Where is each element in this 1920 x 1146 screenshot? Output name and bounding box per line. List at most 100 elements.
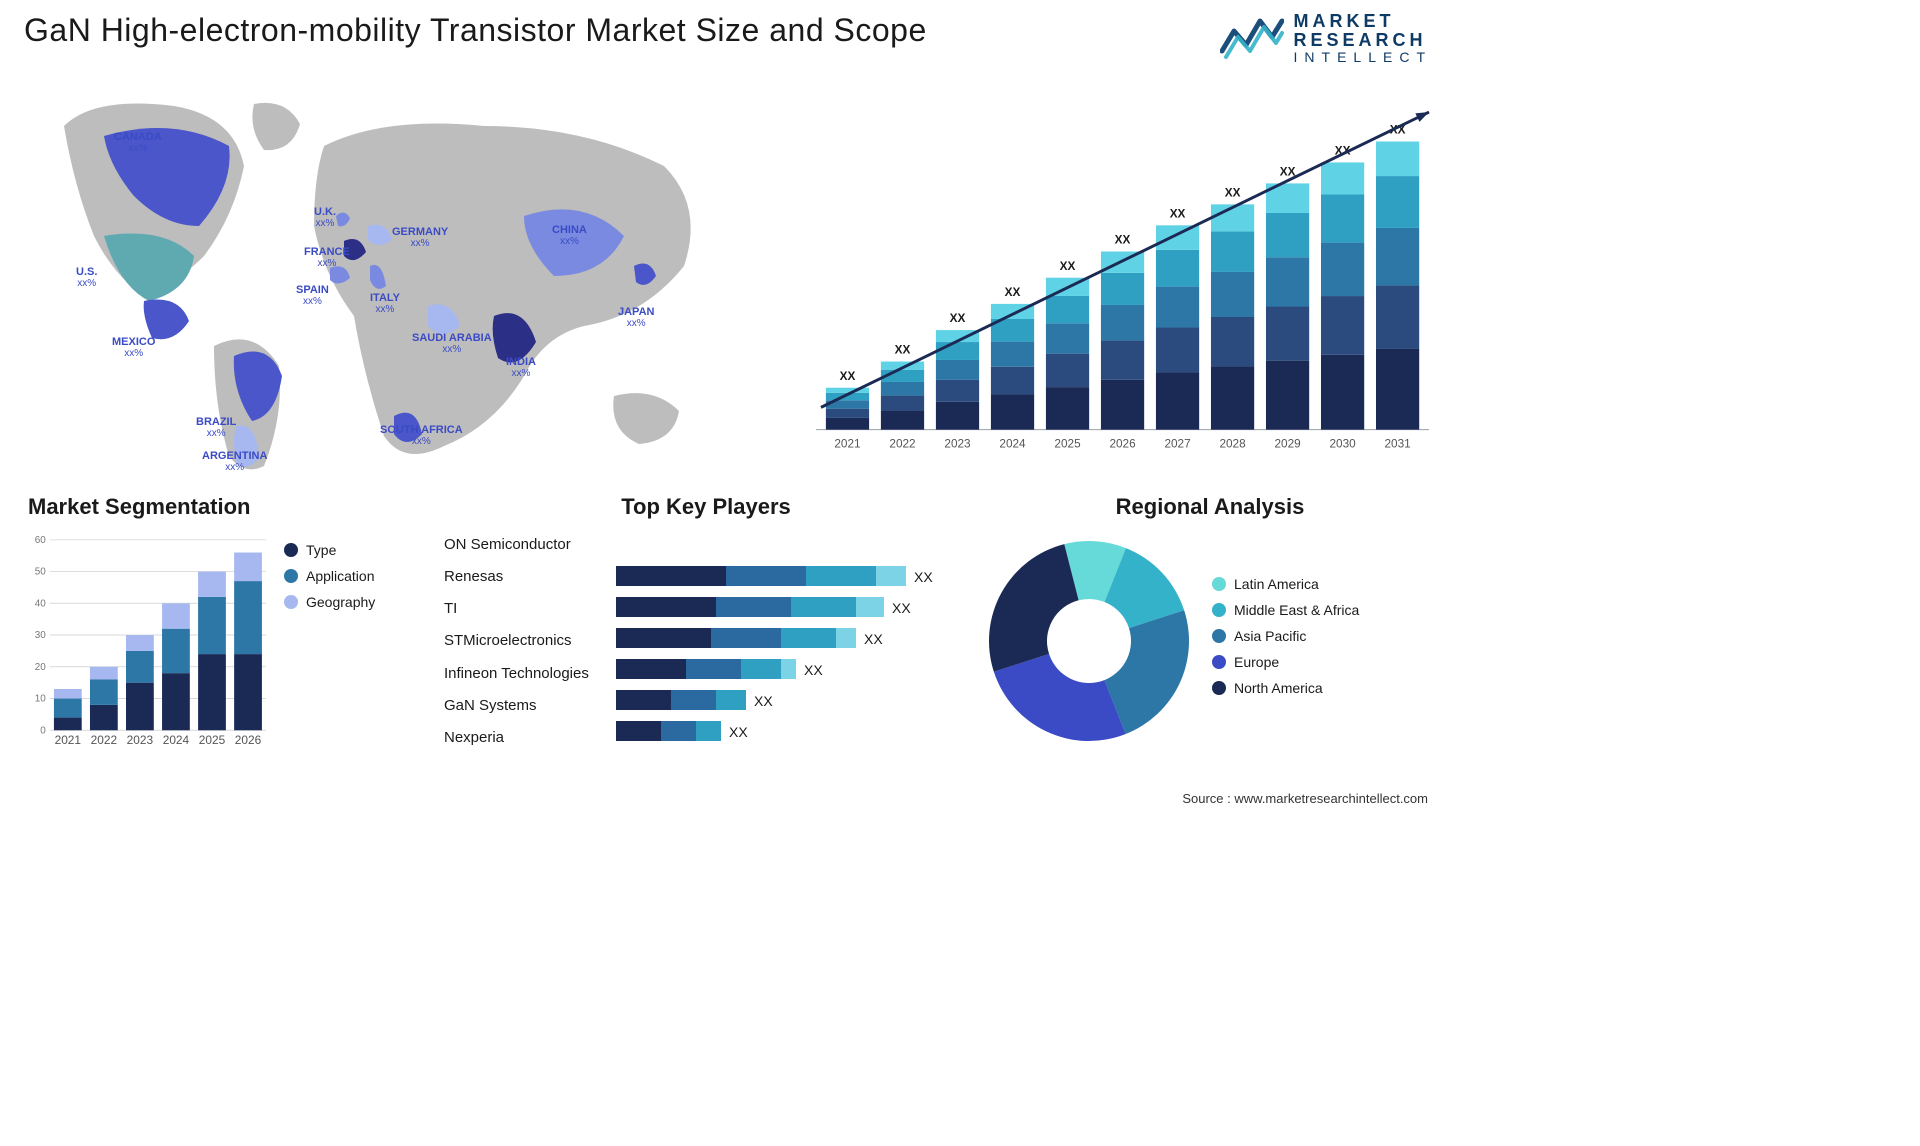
map-label-india: INDIAxx% [506, 356, 536, 379]
svg-text:XX: XX [729, 724, 748, 740]
svg-text:2021: 2021 [834, 437, 860, 450]
segmentation-body: 0 10 20 30 40 50 60 2021 2022 2023 2024 2025 2026 Ty… [24, 528, 424, 754]
regional-legend: Latin America Middle East & Africa Asia Pa… [1212, 576, 1432, 706]
segmentation-legend: Type Application Geography [284, 528, 424, 754]
key-players-bar-chart: XXXXXXXXXXXX [614, 528, 964, 754]
svg-text:XX: XX [950, 312, 966, 325]
svg-text:2030: 2030 [1329, 437, 1356, 450]
segmentation-title: Market Segmentation [28, 494, 424, 520]
svg-text:2023: 2023 [944, 437, 971, 450]
logo-mark-icon [1220, 13, 1284, 63]
svg-text:60: 60 [35, 535, 47, 546]
player-label: STMicroelectronics [444, 632, 614, 649]
key-players-chart: XXXXXXXXXXXX [614, 528, 964, 754]
svg-text:2026: 2026 [235, 733, 262, 747]
regional-body: Latin America Middle East & Africa Asia Pa… [984, 528, 1432, 754]
svg-text:XX: XX [864, 631, 883, 647]
regional-donut-chart [984, 536, 1194, 746]
legend-item: Application [284, 568, 424, 584]
map-label-japan: JAPANxx% [618, 306, 654, 329]
svg-text:2031: 2031 [1385, 437, 1411, 450]
legend-item: Asia Pacific [1212, 628, 1432, 644]
player-label: GaN Systems [444, 697, 614, 714]
svg-text:XX: XX [895, 344, 911, 357]
map-label-south-africa: SOUTH AFRICAxx% [380, 424, 463, 447]
map-label-france: FRANCExx% [304, 246, 350, 269]
svg-text:10: 10 [35, 694, 47, 705]
svg-text:XX: XX [804, 662, 823, 678]
logo-text: MARKET RESEARCH INTELLECT [1294, 12, 1432, 64]
svg-text:2029: 2029 [1274, 437, 1300, 450]
map-label-argentina: ARGENTINAxx% [202, 450, 267, 473]
growth-bar-chart: XX 2021 XX 2022 XX 2023 XX 2024 XX 2025 XX 2026 XX 20… [764, 76, 1432, 469]
header: GaN High-electron-mobility Transistor Ma… [24, 12, 1432, 68]
legend-item: Latin America [1212, 576, 1432, 592]
logo-line-3: INTELLECT [1294, 50, 1432, 65]
key-players-labels: ON Semiconductor Renesas TI STMicroelectron… [444, 528, 614, 754]
regional-donut-wrap [984, 536, 1194, 746]
regional-title: Regional Analysis [988, 494, 1432, 520]
key-players-body: ON Semiconductor Renesas TI STMicroelectron… [444, 528, 964, 754]
svg-text:30: 30 [35, 630, 47, 641]
logo-line-1: MARKET [1294, 12, 1432, 31]
bottom-row: Market Segmentation 0 10 20 30 40 50 60 2021 202… [24, 494, 1432, 754]
svg-text:2025: 2025 [199, 733, 226, 747]
logo: MARKET RESEARCH INTELLECT [1220, 12, 1432, 64]
source-text: Source : www.marketresearchintellect.com [1182, 791, 1428, 806]
svg-text:2027: 2027 [1164, 437, 1190, 450]
legend-item: Type [284, 542, 424, 558]
svg-text:2023: 2023 [127, 733, 154, 747]
svg-text:50: 50 [35, 567, 47, 578]
player-label: Infineon Technologies [444, 665, 614, 682]
svg-text:2028: 2028 [1219, 437, 1246, 450]
map-label-italy: ITALYxx% [370, 292, 400, 315]
svg-text:0: 0 [40, 725, 46, 736]
svg-text:40: 40 [35, 598, 47, 609]
svg-text:2025: 2025 [1054, 437, 1081, 450]
svg-text:20: 20 [35, 662, 47, 673]
legend-item: Europe [1212, 654, 1432, 670]
svg-text:XX: XX [754, 693, 773, 709]
player-label: Renesas [444, 568, 614, 585]
map-label-canada: CANADAxx% [114, 131, 162, 154]
svg-text:XX: XX [1060, 260, 1076, 273]
map-label-brazil: BRAZILxx% [196, 416, 236, 439]
logo-line-2: RESEARCH [1294, 31, 1432, 50]
svg-text:2024: 2024 [999, 437, 1026, 450]
player-label: Nexperia [444, 729, 614, 746]
top-row: CANADAxx% U.S.xx% MEXICOxx% BRAZILxx% ARGENT… [24, 76, 1432, 476]
map-label-spain: SPAINxx% [296, 284, 329, 307]
segmentation-bar-chart: 0 10 20 30 40 50 60 2021 2022 2023 2024 2025 2026 [24, 528, 272, 754]
svg-text:XX: XX [1005, 286, 1021, 299]
world-map-panel: CANADAxx% U.S.xx% MEXICOxx% BRAZILxx% ARGENT… [24, 76, 744, 476]
player-label: ON Semiconductor [444, 536, 614, 553]
legend-item: Geography [284, 594, 424, 610]
svg-text:2021: 2021 [55, 733, 82, 747]
map-label-u-k-: U.K.xx% [314, 206, 336, 229]
map-label-saudi-arabia: SAUDI ARABIAxx% [412, 332, 492, 355]
svg-text:XX: XX [1115, 234, 1131, 247]
key-players-panel: Top Key Players ON Semiconductor Renesas T… [444, 494, 964, 754]
map-label-u-s-: U.S.xx% [76, 266, 97, 289]
growth-chart-panel: XX 2021 XX 2022 XX 2023 XX 2024 XX 2025 XX 2026 XX 20… [764, 76, 1432, 476]
svg-text:2022: 2022 [889, 437, 915, 450]
legend-item: Middle East & Africa [1212, 602, 1432, 618]
map-label-china: CHINAxx% [552, 224, 587, 247]
svg-text:2026: 2026 [1109, 437, 1136, 450]
key-players-title: Top Key Players [448, 494, 964, 520]
svg-text:XX: XX [1170, 207, 1186, 220]
segmentation-chart: 0 10 20 30 40 50 60 2021 2022 2023 2024 2025 2026 [24, 528, 272, 754]
svg-text:2022: 2022 [91, 733, 118, 747]
map-label-mexico: MEXICOxx% [112, 336, 155, 359]
svg-text:XX: XX [892, 600, 911, 616]
page: GaN High-electron-mobility Transistor Ma… [0, 0, 1456, 816]
page-title: GaN High-electron-mobility Transistor Ma… [24, 12, 1220, 49]
legend-item: North America [1212, 680, 1432, 696]
regional-panel: Regional Analysis Latin America Middle Ea… [984, 494, 1432, 754]
map-label-germany: GERMANYxx% [392, 226, 448, 249]
segmentation-panel: Market Segmentation 0 10 20 30 40 50 60 2021 202… [24, 494, 424, 754]
player-label: TI [444, 600, 614, 617]
svg-text:2024: 2024 [163, 733, 190, 747]
svg-text:XX: XX [1225, 187, 1241, 200]
svg-text:XX: XX [840, 370, 856, 383]
